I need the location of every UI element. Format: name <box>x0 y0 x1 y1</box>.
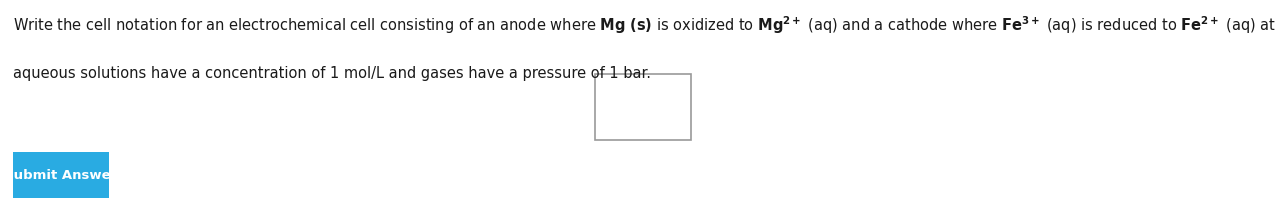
Text: aqueous solutions have a concentration of 1 mol/L and gases have a pressure of 1: aqueous solutions have a concentration o… <box>13 66 650 81</box>
Text: Submit Answer: Submit Answer <box>4 169 118 182</box>
FancyBboxPatch shape <box>595 74 691 140</box>
Text: Write the cell notation for an electrochemical cell consisting of an anode where: Write the cell notation for an electroch… <box>13 14 1280 36</box>
FancyBboxPatch shape <box>13 152 109 198</box>
